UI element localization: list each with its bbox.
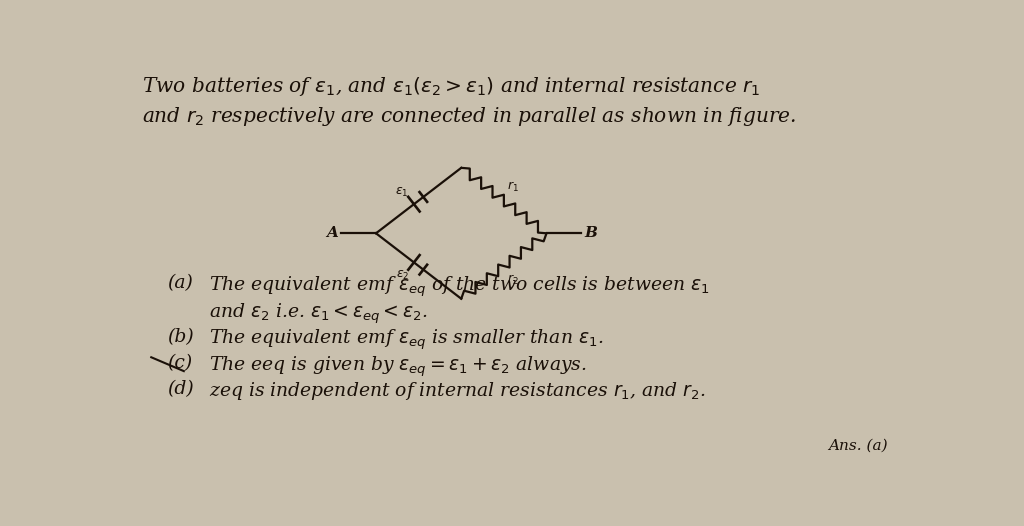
Text: A: A	[326, 226, 338, 240]
Text: $\varepsilon_2$: $\varepsilon_2$	[396, 269, 410, 282]
Text: and $r_2$ respectively are connected in parallel as shown in figure.: and $r_2$ respectively are connected in …	[142, 105, 797, 128]
Text: $r_2$: $r_2$	[507, 273, 519, 287]
Text: zeq is independent of internal resistances $r_1$, and $r_2$.: zeq is independent of internal resistanc…	[209, 380, 707, 402]
Text: Two batteries of $\varepsilon_1$, and $\varepsilon_1(\varepsilon_2>\varepsilon_1: Two batteries of $\varepsilon_1$, and $\…	[142, 75, 761, 98]
Text: (c): (c)	[167, 354, 193, 372]
Text: Ans. (a): Ans. (a)	[827, 439, 888, 453]
Text: and $\varepsilon_2$ i.e. $\varepsilon_1<\varepsilon_{eq}<\varepsilon_2$.: and $\varepsilon_2$ i.e. $\varepsilon_1<…	[209, 302, 428, 326]
Text: (b): (b)	[167, 328, 194, 346]
Text: (d): (d)	[167, 380, 194, 398]
Text: $\varepsilon_1$: $\varepsilon_1$	[395, 186, 409, 199]
Text: $r_1$: $r_1$	[507, 180, 519, 194]
Text: The equivalent emf $\varepsilon_{eq}$ of the two cells is between $\varepsilon_1: The equivalent emf $\varepsilon_{eq}$ of…	[209, 274, 710, 299]
Text: B: B	[585, 226, 597, 240]
Text: The eeq is given by $\varepsilon_{eq}=\varepsilon_1+\varepsilon_2$ always.: The eeq is given by $\varepsilon_{eq}=\v…	[209, 354, 587, 379]
Text: (a): (a)	[167, 274, 193, 292]
Text: The equivalent emf $\varepsilon_{eq}$ is smaller than $\varepsilon_1$.: The equivalent emf $\varepsilon_{eq}$ is…	[209, 328, 604, 352]
